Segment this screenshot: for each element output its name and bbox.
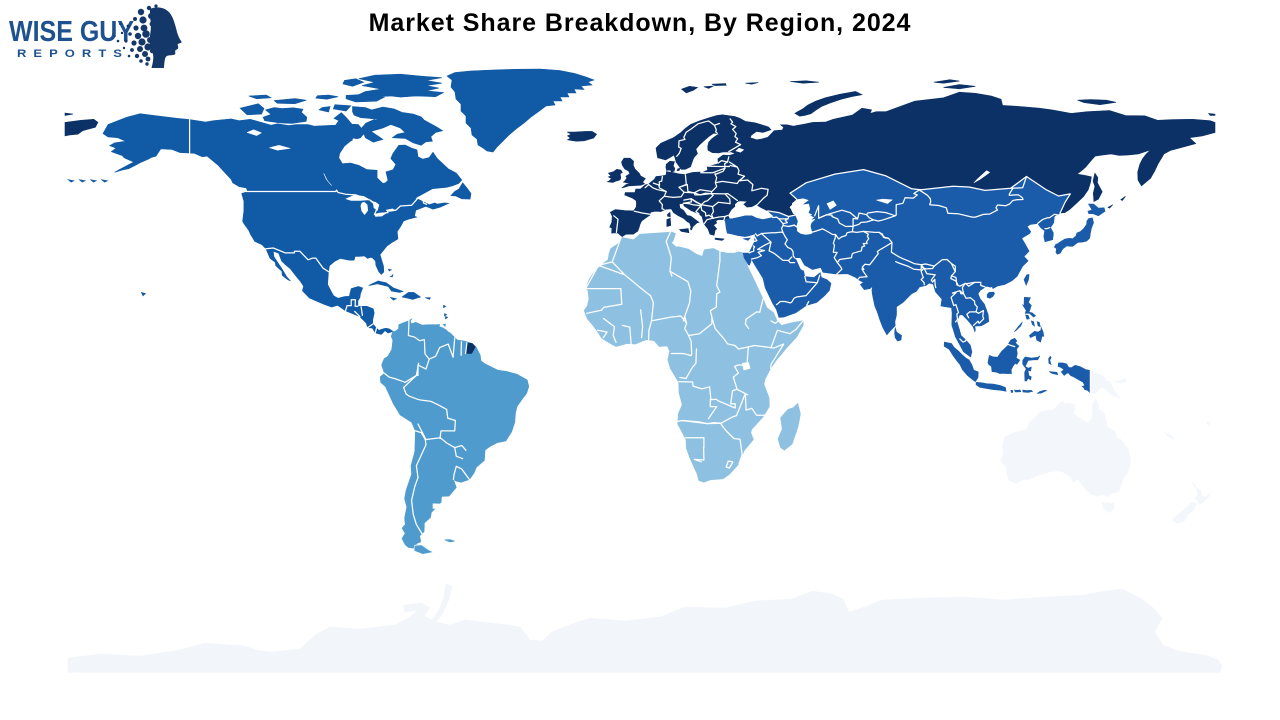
svg-text:REPORTS: REPORTS <box>17 48 129 60</box>
svg-text:WISE GUY: WISE GUY <box>9 16 134 48</box>
